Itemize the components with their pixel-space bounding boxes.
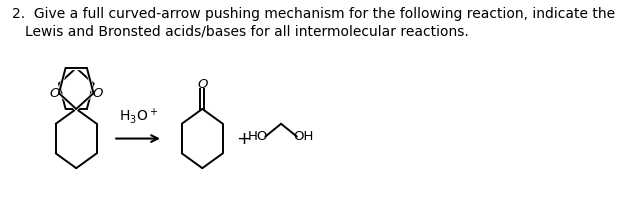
Text: O: O [49,87,60,100]
Text: 2.  Give a full curved-arrow pushing mechanism for the following reaction, indic: 2. Give a full curved-arrow pushing mech… [12,7,615,21]
Text: +: + [236,130,251,147]
Text: O: O [197,78,207,91]
Text: Lewis and Bronsted acids/bases for all intermolecular reactions.: Lewis and Bronsted acids/bases for all i… [25,24,469,38]
Text: OH: OH [294,130,314,143]
Text: $\mathregular{H_3O^+}$: $\mathregular{H_3O^+}$ [119,106,158,126]
Text: O: O [92,87,103,100]
Text: HO: HO [248,130,268,143]
